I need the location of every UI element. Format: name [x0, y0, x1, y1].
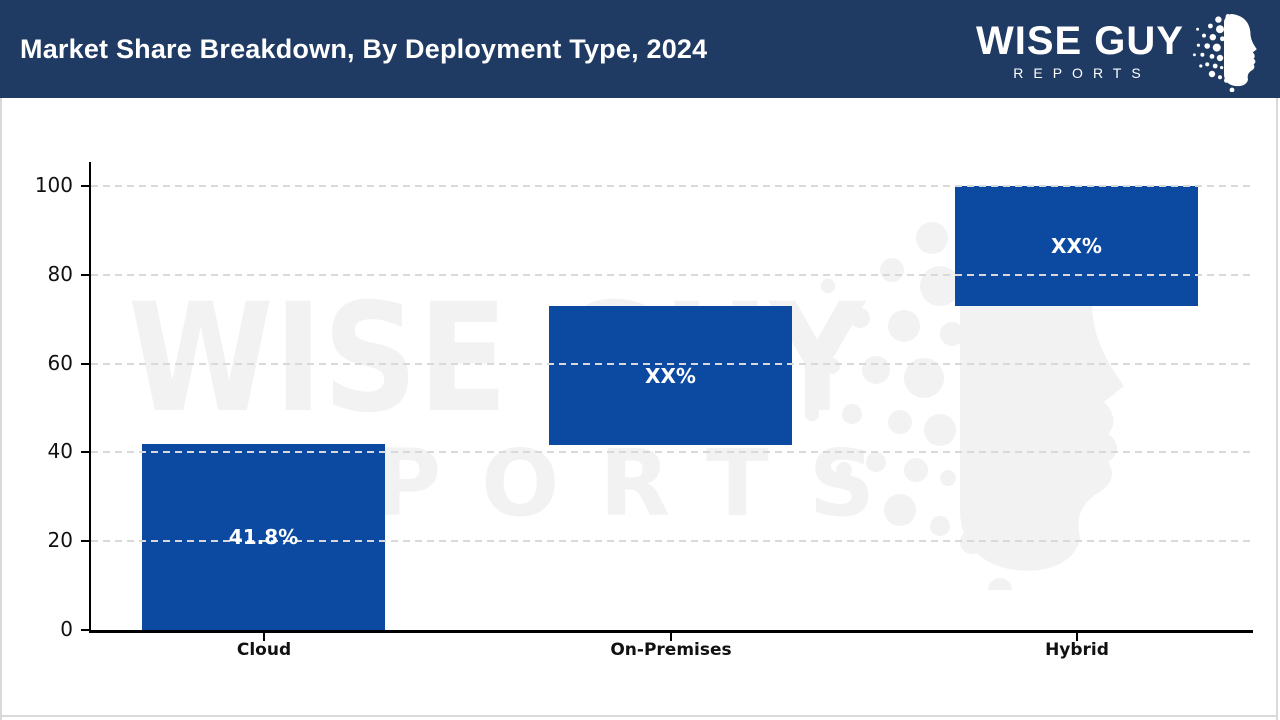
- gridline-20: [91, 540, 1253, 542]
- header: Market Share Breakdown, By Deployment Ty…: [0, 0, 1280, 98]
- wiseguy-logo-text: WISE GUY REPORTS: [976, 20, 1184, 81]
- x-tick-label-hybrid: Hybrid: [1045, 640, 1109, 660]
- y-tick-label-100: 100: [34, 173, 73, 197]
- bar-hybrid: [955, 186, 1198, 306]
- x-tick-on-premises: [670, 633, 672, 641]
- figure-border-bottom: [2, 715, 1278, 717]
- y-tick-label-60: 60: [47, 351, 73, 375]
- wiseguy-logo: WISE GUY REPORTS: [976, 6, 1268, 94]
- y-tick-20: [81, 540, 89, 542]
- wiseguy-logo-name: WISE GUY: [975, 18, 1184, 63]
- bar-label-hybrid: XX%: [1051, 234, 1102, 258]
- gridline-60: [91, 363, 1253, 365]
- wiseguy-logo-reports: REPORTS: [1013, 64, 1151, 81]
- page-title: Market Share Breakdown, By Deployment Ty…: [20, 33, 708, 64]
- y-tick-80: [81, 274, 89, 276]
- x-axis-line: [89, 630, 1253, 633]
- x-tick-cloud: [263, 633, 265, 641]
- y-tick-label-0: 0: [60, 617, 73, 641]
- bar-on-premises: [549, 306, 792, 445]
- y-tick-60: [81, 363, 89, 365]
- bar-label-cloud: 41.8%: [228, 525, 299, 549]
- wiseguy-face-icon: [1188, 8, 1268, 92]
- figure-border-left: [0, 98, 2, 720]
- x-tick-label-cloud: Cloud: [236, 640, 292, 660]
- bar-cloud: [142, 444, 385, 630]
- y-axis-line: [89, 162, 91, 633]
- gridline-100: [91, 185, 1253, 187]
- y-tick-40: [81, 451, 89, 453]
- x-tick-hybrid: [1076, 633, 1078, 641]
- y-tick-100: [81, 185, 89, 187]
- y-tick-0: [81, 629, 89, 631]
- x-tick-label-on-premises: On-Premises: [610, 640, 732, 660]
- gridline-80: [91, 274, 1253, 276]
- figure-border-right: [1276, 98, 1278, 720]
- gridline-40: [91, 451, 1253, 453]
- y-tick-label-20: 20: [47, 528, 73, 552]
- y-tick-label-80: 80: [47, 262, 73, 286]
- bar-label-on-premises: XX%: [645, 363, 696, 388]
- y-tick-label-40: 40: [47, 439, 73, 463]
